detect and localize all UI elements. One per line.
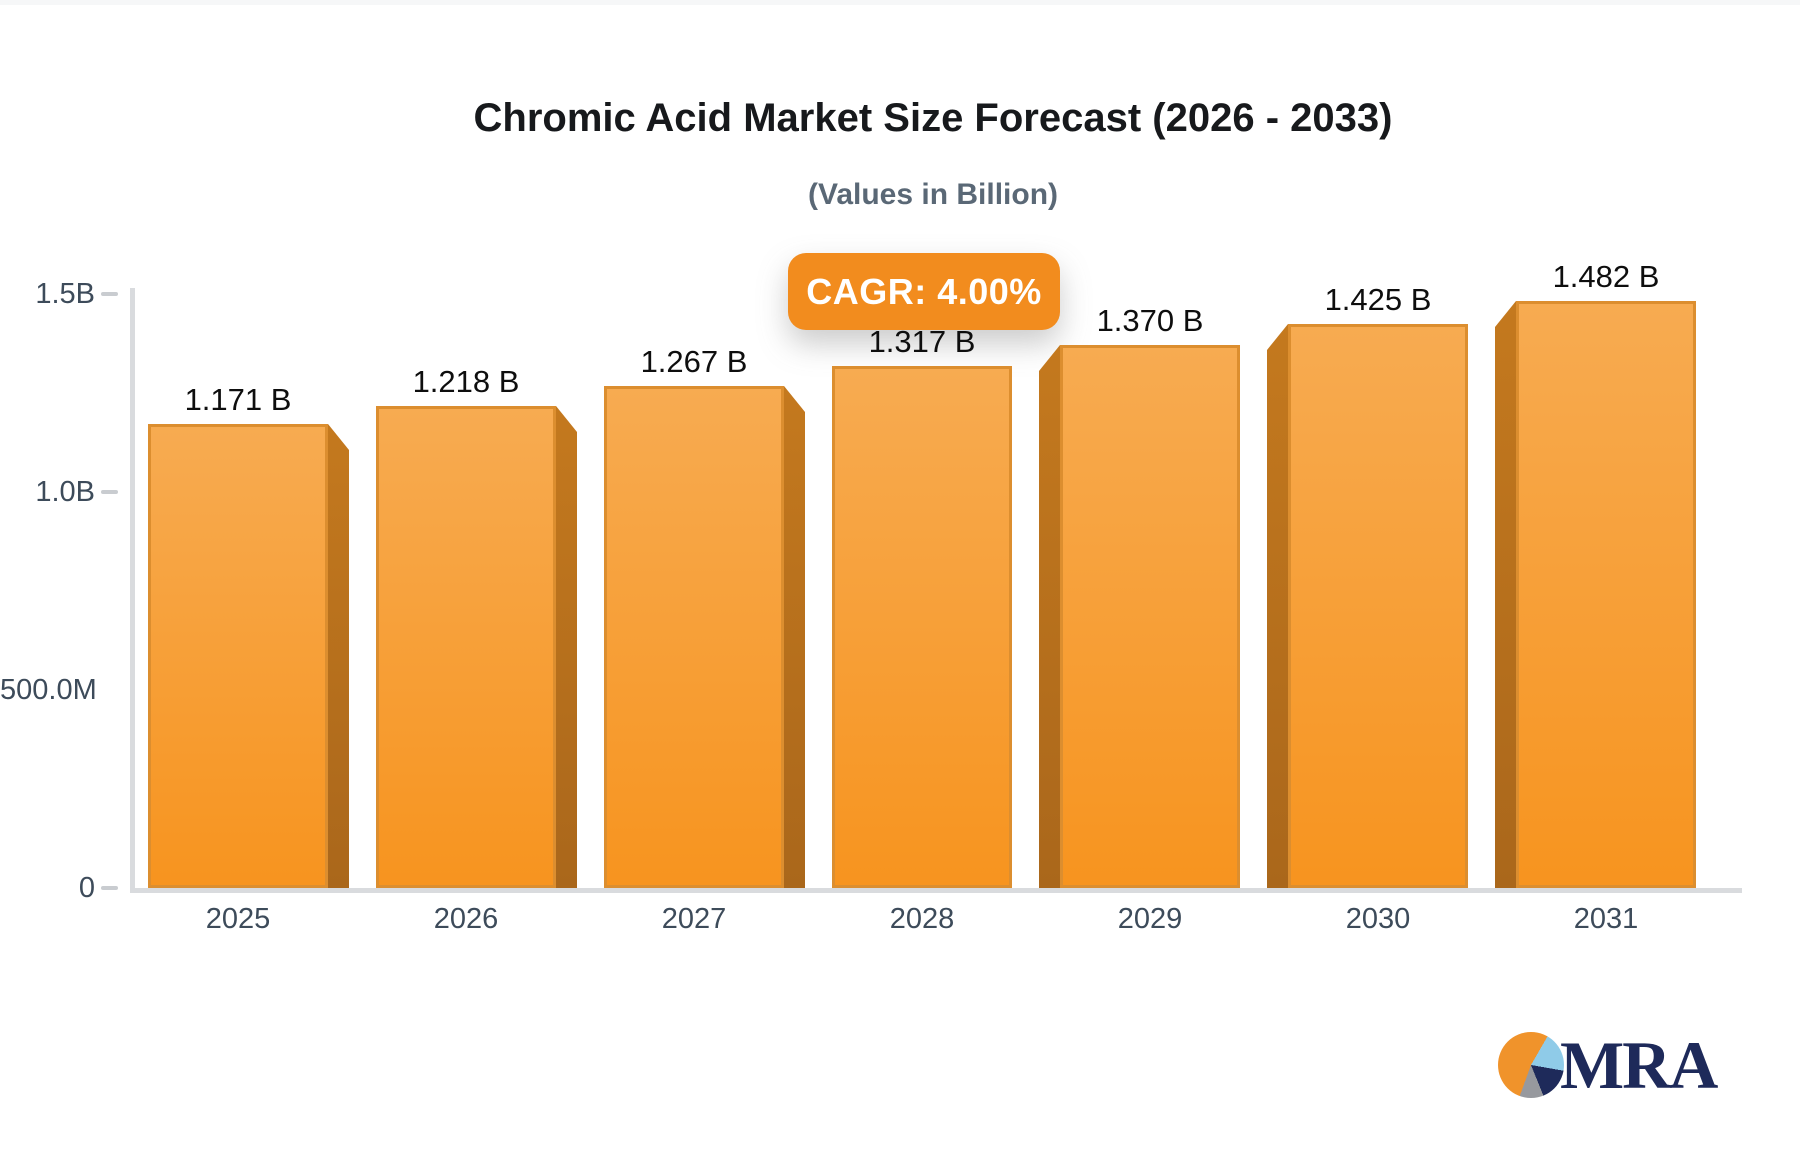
bar-2029[interactable] bbox=[1060, 345, 1240, 888]
top-strip bbox=[0, 0, 1800, 5]
brand-logo-text: MRA bbox=[1560, 1027, 1718, 1103]
y-axis-tick-mark bbox=[101, 886, 118, 890]
bar-2030[interactable] bbox=[1288, 324, 1468, 888]
pie-chart-logo-icon bbox=[1498, 1032, 1564, 1098]
bar-value-label: 1.171 B bbox=[184, 382, 292, 417]
cagr-badge: CAGR: 4.00% bbox=[788, 253, 1060, 330]
chart-subtitle: (Values in Billion) bbox=[807, 178, 1059, 211]
bar-value-label: 1.482 B bbox=[1552, 259, 1660, 294]
x-axis-tick-label: 2028 bbox=[889, 903, 955, 935]
x-axis-tick-label: 2030 bbox=[1345, 903, 1411, 935]
y-axis-tick-label: 500.0M bbox=[0, 674, 97, 706]
y-axis-tick-label: 1.0B bbox=[35, 476, 95, 508]
y-axis-tick-label: 0 bbox=[78, 872, 95, 904]
bar-3d-side bbox=[1039, 345, 1060, 888]
x-axis-tick-label: 2031 bbox=[1573, 903, 1639, 935]
brand-logo: MRA bbox=[1498, 1027, 1718, 1103]
bar-2028[interactable] bbox=[832, 366, 1012, 888]
bar-value-label: 1.317 B bbox=[868, 324, 976, 359]
bar-3d-side bbox=[556, 406, 577, 888]
bar-value-label: 1.218 B bbox=[412, 364, 520, 399]
bar-3d-side bbox=[1267, 324, 1288, 888]
bar-value-label: 1.370 B bbox=[1096, 303, 1204, 338]
bar-3d-side bbox=[1495, 301, 1516, 888]
bar-3d-side bbox=[784, 386, 805, 888]
chart-title: Chromic Acid Market Size Forecast (2026 … bbox=[473, 96, 1393, 140]
x-axis-tick-label: 2027 bbox=[661, 903, 727, 935]
bar-2031[interactable] bbox=[1516, 301, 1696, 888]
bar-2027[interactable] bbox=[604, 386, 784, 888]
bar-value-label: 1.425 B bbox=[1324, 282, 1432, 317]
bar-value-label: 1.267 B bbox=[640, 344, 748, 379]
bar-3d-side bbox=[328, 424, 349, 888]
bar-2025[interactable] bbox=[148, 424, 328, 888]
x-axis-tick-label: 2025 bbox=[205, 903, 271, 935]
x-axis-line bbox=[130, 888, 1742, 893]
y-axis-line bbox=[130, 288, 135, 893]
bar-2026[interactable] bbox=[376, 406, 556, 888]
y-axis-tick-mark bbox=[101, 292, 118, 296]
x-axis-tick-label: 2026 bbox=[433, 903, 499, 935]
y-axis-tick-mark bbox=[101, 490, 118, 494]
y-axis-tick-label: 1.5B bbox=[35, 278, 95, 310]
x-axis-tick-label: 2029 bbox=[1117, 903, 1183, 935]
